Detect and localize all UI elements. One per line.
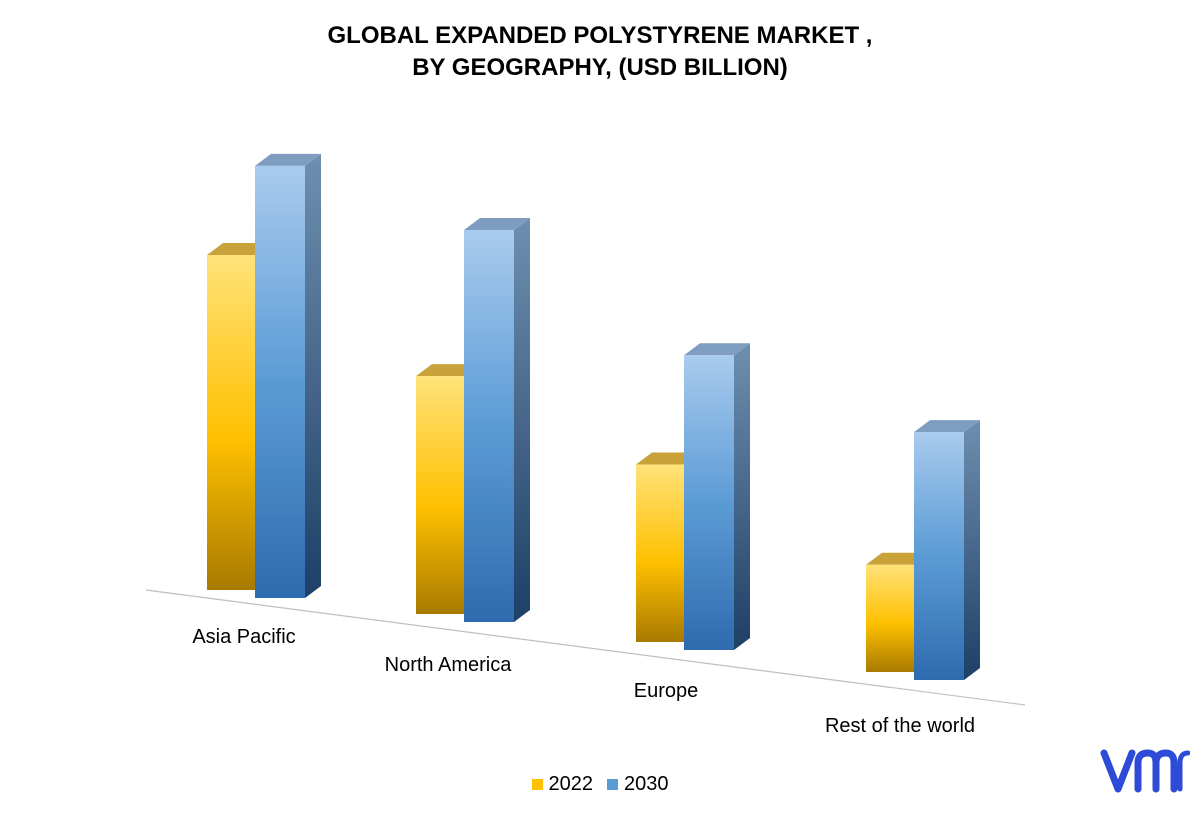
legend-label-2030: 2030: [624, 773, 669, 795]
legend-swatch-2030: [607, 779, 618, 790]
bar-2030-asia-pacific: [255, 153, 321, 598]
category-label-europe: Europe: [634, 680, 699, 702]
category-label-rest-of-the-world: Rest of the world: [825, 715, 975, 737]
bar-front: [636, 464, 686, 642]
chart-title-line-1: GLOBAL EXPANDED POLYSTYRENE MARKET ,: [327, 22, 873, 49]
bar-side: [514, 218, 530, 623]
bar-front: [684, 355, 734, 650]
bar-front: [416, 376, 466, 614]
chart-title: GLOBAL EXPANDED POLYSTYRENE MARKET , BY …: [0, 20, 1200, 84]
bar-side: [305, 153, 321, 598]
bar-front: [866, 564, 916, 672]
bar-2030-north-america: [464, 218, 530, 623]
bar-2030-europe: [684, 343, 750, 650]
bar-front: [255, 165, 305, 598]
bars-layer: [207, 153, 980, 680]
bar-front: [207, 255, 257, 590]
bar-top: [684, 343, 750, 356]
bar-top: [255, 153, 321, 166]
legend-swatch-2022: [531, 779, 543, 790]
bar-front: [464, 230, 514, 623]
legend: 2022 2030: [0, 773, 1200, 796]
category-label-asia-pacific: Asia Pacific: [192, 626, 295, 648]
bar-front: [914, 432, 964, 680]
category-labels: Asia Pacific North America Europe Rest of t…: [192, 626, 975, 737]
bar-2030-rest-of-the-world: [914, 420, 980, 680]
legend-item-2030: 2030: [607, 773, 669, 796]
bar-top: [914, 420, 980, 433]
legend-label-2022: 2022: [548, 773, 594, 795]
floor-line: [145, 589, 1026, 706]
bar-side: [964, 420, 980, 680]
category-label-north-america: North America: [385, 654, 513, 676]
legend-item-2022: 2022: [531, 773, 594, 796]
bar-top: [464, 218, 530, 231]
bar-side: [734, 343, 750, 650]
chart-title-line-2: BY GEOGRAPHY, (USD BILLION): [412, 54, 788, 81]
vmr-logo-icon: [1100, 749, 1190, 793]
